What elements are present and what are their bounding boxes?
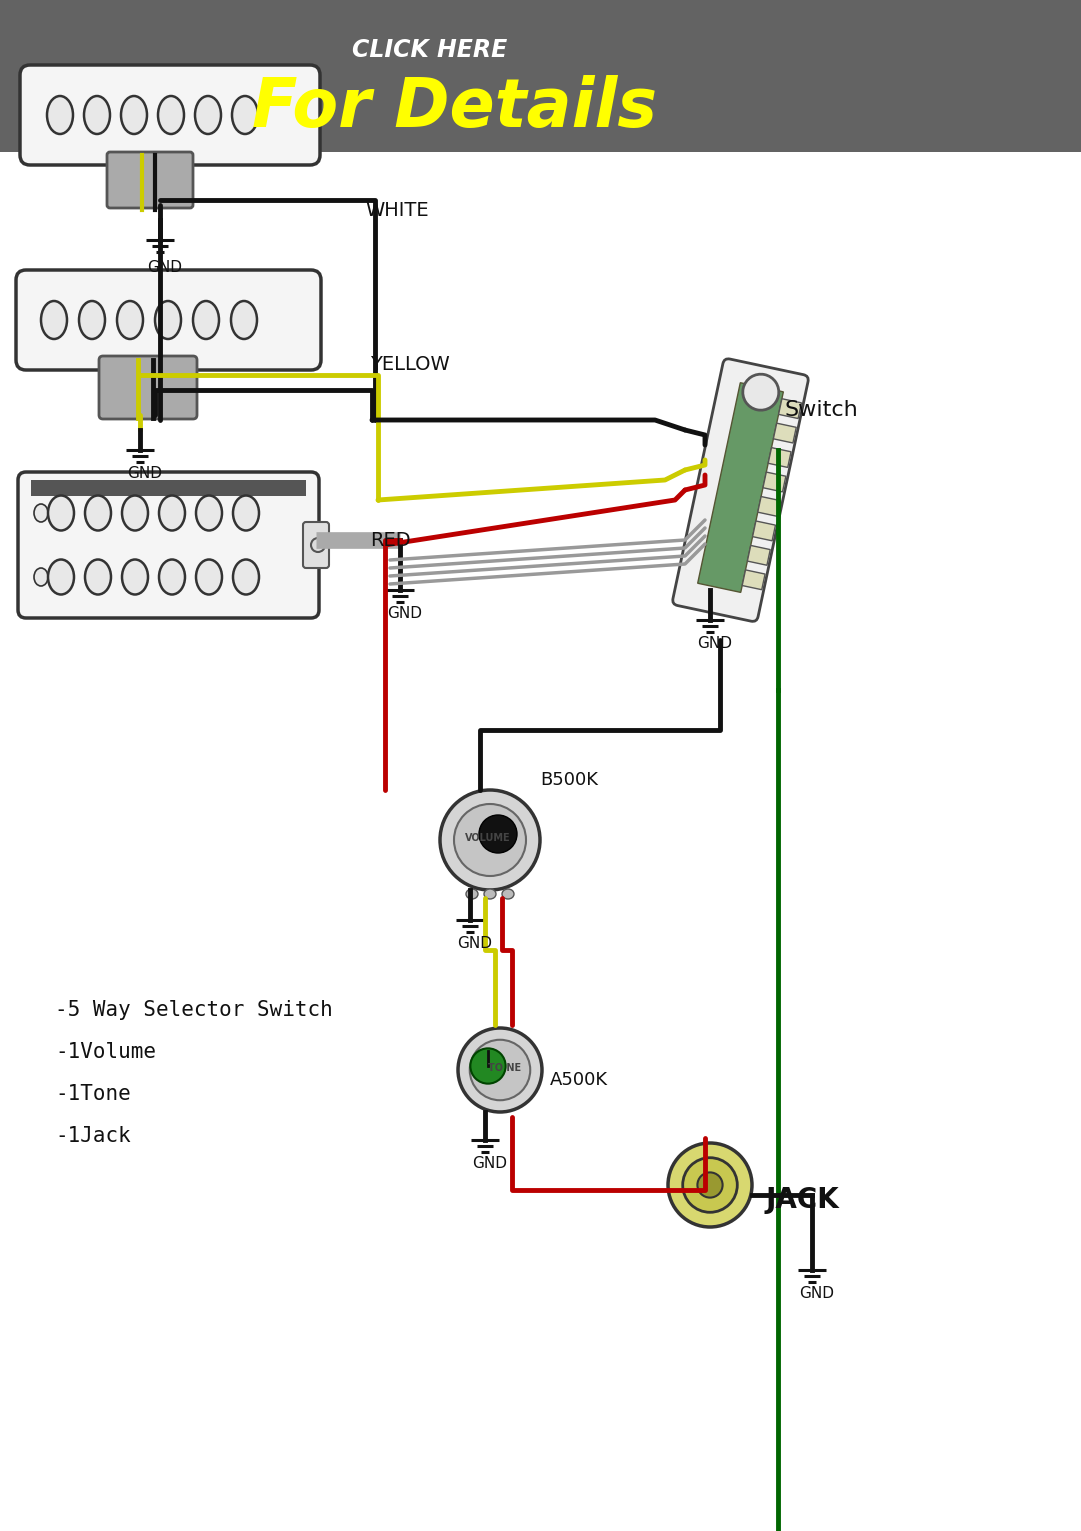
FancyBboxPatch shape bbox=[107, 152, 193, 208]
Ellipse shape bbox=[122, 559, 148, 594]
Ellipse shape bbox=[159, 559, 185, 594]
Text: -1Volume: -1Volume bbox=[55, 1043, 156, 1063]
Ellipse shape bbox=[85, 559, 111, 594]
Text: GND: GND bbox=[800, 1286, 835, 1301]
Ellipse shape bbox=[85, 496, 111, 531]
Ellipse shape bbox=[158, 96, 184, 135]
Ellipse shape bbox=[233, 496, 259, 531]
FancyBboxPatch shape bbox=[16, 269, 321, 371]
Ellipse shape bbox=[46, 96, 74, 135]
Ellipse shape bbox=[122, 496, 148, 531]
Ellipse shape bbox=[196, 496, 222, 531]
Circle shape bbox=[470, 1040, 531, 1101]
Ellipse shape bbox=[193, 302, 219, 338]
Text: YELLOW: YELLOW bbox=[370, 355, 450, 375]
Bar bbox=[773, 423, 797, 442]
Ellipse shape bbox=[233, 559, 259, 594]
Text: JACK: JACK bbox=[765, 1187, 839, 1214]
Bar bbox=[769, 447, 791, 467]
Bar bbox=[0, 0, 1081, 152]
Circle shape bbox=[440, 790, 540, 890]
Text: GND: GND bbox=[128, 467, 162, 482]
Text: GND: GND bbox=[697, 635, 733, 651]
Ellipse shape bbox=[48, 559, 74, 594]
Ellipse shape bbox=[121, 96, 147, 135]
Text: Switch: Switch bbox=[785, 400, 858, 419]
Ellipse shape bbox=[155, 302, 181, 338]
FancyBboxPatch shape bbox=[303, 522, 329, 568]
Text: GND: GND bbox=[147, 260, 183, 276]
Text: CLICK HERE: CLICK HERE bbox=[352, 38, 508, 61]
Ellipse shape bbox=[84, 96, 110, 135]
Circle shape bbox=[470, 1049, 506, 1084]
Text: -1Jack: -1Jack bbox=[55, 1125, 131, 1147]
Bar bbox=[31, 481, 306, 496]
Ellipse shape bbox=[502, 890, 513, 899]
Bar bbox=[743, 570, 765, 589]
Text: -5 Way Selector Switch: -5 Way Selector Switch bbox=[55, 1000, 333, 1020]
Text: VOLUME: VOLUME bbox=[465, 833, 511, 844]
Ellipse shape bbox=[34, 504, 48, 522]
Ellipse shape bbox=[231, 302, 257, 338]
FancyBboxPatch shape bbox=[21, 64, 320, 165]
Text: -1Tone: -1Tone bbox=[55, 1084, 131, 1104]
Ellipse shape bbox=[232, 96, 258, 135]
Text: GND: GND bbox=[472, 1156, 507, 1171]
Bar bbox=[763, 472, 786, 491]
Circle shape bbox=[668, 1144, 752, 1226]
Text: GND: GND bbox=[387, 605, 423, 620]
Circle shape bbox=[683, 1157, 737, 1213]
FancyBboxPatch shape bbox=[99, 357, 197, 419]
Bar bbox=[747, 545, 771, 565]
Bar bbox=[752, 521, 775, 540]
Circle shape bbox=[458, 1027, 542, 1112]
Text: For Details: For Details bbox=[253, 75, 657, 141]
FancyBboxPatch shape bbox=[672, 358, 809, 622]
Ellipse shape bbox=[34, 568, 48, 586]
Text: TO NE: TO NE bbox=[489, 1063, 521, 1073]
Text: A500K: A500K bbox=[550, 1072, 609, 1089]
Circle shape bbox=[311, 537, 325, 553]
Text: WHITE: WHITE bbox=[365, 201, 429, 219]
Circle shape bbox=[454, 804, 526, 876]
Ellipse shape bbox=[79, 302, 105, 338]
Bar bbox=[697, 383, 784, 592]
Ellipse shape bbox=[466, 890, 478, 899]
Ellipse shape bbox=[484, 890, 496, 899]
Ellipse shape bbox=[196, 559, 222, 594]
Ellipse shape bbox=[195, 96, 221, 135]
Ellipse shape bbox=[159, 496, 185, 531]
Text: B500K: B500K bbox=[540, 772, 598, 788]
Bar bbox=[778, 398, 801, 418]
FancyBboxPatch shape bbox=[18, 472, 319, 619]
Circle shape bbox=[697, 1173, 722, 1197]
Circle shape bbox=[479, 814, 517, 853]
Bar bbox=[758, 496, 780, 516]
Ellipse shape bbox=[41, 302, 67, 338]
Text: RED: RED bbox=[370, 531, 411, 550]
Circle shape bbox=[743, 374, 778, 410]
Ellipse shape bbox=[48, 496, 74, 531]
Ellipse shape bbox=[117, 302, 143, 338]
Text: GND: GND bbox=[457, 937, 493, 951]
